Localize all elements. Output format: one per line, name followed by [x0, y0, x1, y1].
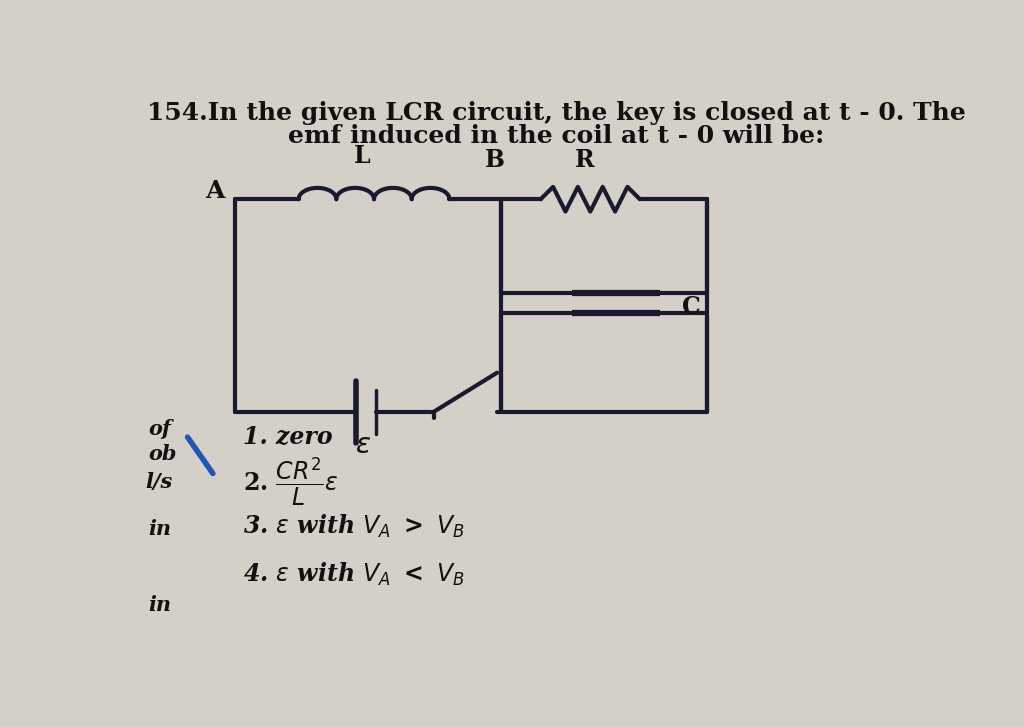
Text: 1. zero: 1. zero — [243, 425, 333, 449]
Text: A: A — [206, 179, 225, 203]
Text: $\varepsilon$: $\varepsilon$ — [355, 432, 371, 459]
Text: 154.In the given LCR circuit, the key is closed at t - 0. The: 154.In the given LCR circuit, the key is… — [147, 101, 966, 125]
Text: R: R — [574, 148, 594, 172]
Text: 3. $\varepsilon$ with $V_A$ $\mathbf{>}$ $V_B$: 3. $\varepsilon$ with $V_A$ $\mathbf{>}$… — [243, 513, 465, 540]
Text: 2. $\dfrac{CR^2}{L}\varepsilon$: 2. $\dfrac{CR^2}{L}\varepsilon$ — [243, 456, 339, 508]
Text: C: C — [682, 294, 700, 318]
Text: B: B — [484, 148, 505, 172]
Text: of: of — [147, 419, 171, 438]
Text: in: in — [147, 520, 171, 539]
Text: 4. $\varepsilon$ with $V_A$ $\mathbf{<}$ $V_B$: 4. $\varepsilon$ with $V_A$ $\mathbf{<}$… — [243, 561, 465, 588]
Text: l/s: l/s — [145, 472, 173, 492]
Text: emf induced in the coil at t - 0 will be:: emf induced in the coil at t - 0 will be… — [289, 124, 824, 148]
Text: L: L — [354, 145, 371, 169]
Text: in: in — [147, 595, 171, 615]
Text: ob: ob — [147, 444, 176, 464]
